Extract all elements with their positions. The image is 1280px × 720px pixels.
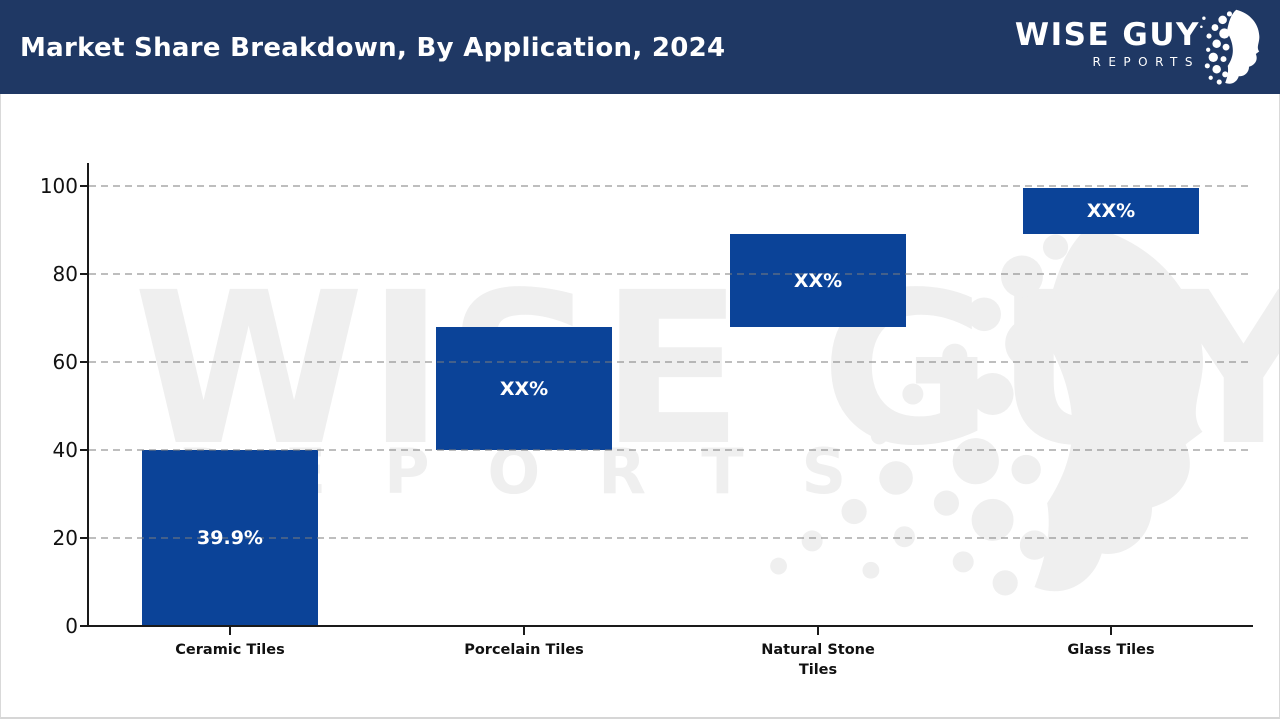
chart-title: Market Share Breakdown, By Application, … [20, 33, 726, 63]
y-tick [80, 361, 88, 363]
y-tick [80, 185, 88, 187]
bar-value-label: XX% [793, 269, 843, 292]
header: Market Share Breakdown, By Application, … [0, 0, 1280, 94]
brand-logo: WISE GUY REPORTS [1008, 6, 1268, 90]
gridline [89, 273, 1253, 275]
y-tick [80, 537, 88, 539]
category-label: Natural Stone Tiles [761, 642, 875, 678]
bar-value-label: XX% [499, 377, 549, 400]
watermark-face-icon [770, 226, 1203, 596]
bar [730, 234, 906, 327]
y-axis-line [87, 163, 89, 627]
category-label: Porcelain Tiles [464, 642, 584, 658]
x-axis-line [87, 625, 1253, 627]
y-tick-label: 100 [39, 174, 78, 198]
brand-logo-text: WISE GUY REPORTS [1014, 17, 1200, 70]
category-label: Glass Tiles [1067, 642, 1155, 658]
brand-subname: REPORTS [1092, 55, 1200, 69]
y-tick-label: 80 [52, 262, 78, 286]
y-tick-label: 0 [65, 614, 78, 638]
x-tick [523, 627, 525, 635]
y-tick-label: 60 [52, 350, 78, 374]
brand-name: WISE GUY [1014, 17, 1200, 53]
brand-face-icon [1200, 9, 1260, 85]
x-tick [817, 627, 819, 635]
bar-value-label: 39.9% [197, 527, 263, 550]
y-tick [80, 449, 88, 451]
y-tick-label: 40 [52, 438, 78, 462]
category-label: Ceramic Tiles [175, 642, 285, 658]
gridline [89, 185, 1253, 187]
y-tick-label: 20 [52, 526, 78, 550]
x-tick [229, 627, 231, 635]
bar [436, 326, 612, 451]
bar [1023, 188, 1199, 235]
bar-value-label: XX% [1086, 200, 1136, 223]
y-tick [80, 625, 88, 627]
gridline [89, 361, 1253, 363]
gridline [89, 537, 1253, 539]
y-tick [80, 273, 88, 275]
x-tick [1110, 627, 1112, 635]
gridline [89, 449, 1253, 451]
